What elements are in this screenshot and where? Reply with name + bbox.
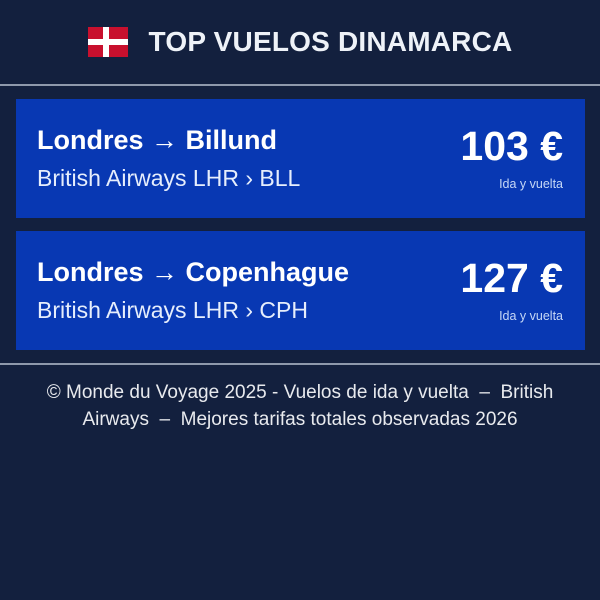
price-block: 103 € Ida y vuelta — [460, 123, 563, 192]
price-note: Ida y vuelta — [499, 309, 563, 323]
flight-info: Londres → Billund British Airways LHR › … — [37, 125, 300, 192]
flight-info: Londres → Copenhague British Airways LHR… — [37, 257, 349, 324]
page-title: TOP VUELOS DINAMARCA — [148, 26, 513, 57]
denmark-flag-icon — [87, 27, 128, 57]
route-title: Londres → Billund — [37, 125, 277, 155]
flight-card-copenhague[interactable]: Londres → Copenhague British Airways LHR… — [16, 231, 585, 350]
flight-card-list: Londres → Billund British Airways LHR › … — [0, 86, 600, 350]
price-note: Ida y vuelta — [499, 177, 563, 191]
flight-card-billund[interactable]: Londres → Billund British Airways LHR › … — [16, 99, 585, 218]
price-value: 127 € — [460, 255, 563, 301]
airline-route-details: British Airways LHR › BLL — [37, 165, 301, 191]
airline-route-details: British Airways LHR › CPH — [37, 297, 308, 323]
page-header: TOP VUELOS DINAMARCA — [0, 0, 600, 86]
footer-disclaimer: © Monde du Voyage 2025 - Vuelos de ida y… — [46, 382, 554, 430]
price-value: 103 € — [460, 123, 563, 169]
price-block: 127 € Ida y vuelta — [460, 255, 563, 324]
route-title: Londres → Copenhague — [37, 257, 350, 287]
page-footer: © Monde du Voyage 2025 - Vuelos de ida y… — [0, 363, 600, 433]
flag-cross-horizontal — [87, 39, 128, 45]
